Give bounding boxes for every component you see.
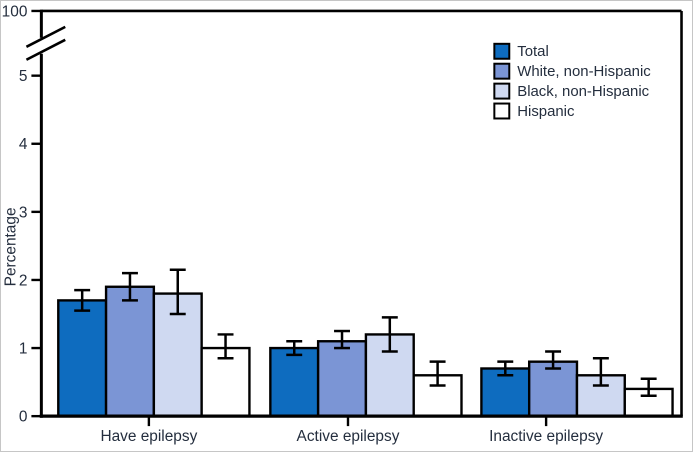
axis-break-slash-lower [25,38,66,61]
y-tick-label-5: 5 [19,68,28,85]
bar-hispanic-active-epilepsy [412,374,463,418]
y-tick-label-3: 3 [19,204,28,221]
bar-white-non-hispanic-have-epilepsy [104,285,156,418]
legend-label-white-non-hispanic: White, non-Hispanic [517,63,651,80]
legend-swatch-black-non-hispanic [493,82,511,100]
x-tick-label-inactive-epilepsy: Inactive epilepsy [489,428,603,445]
legend-label-black-non-hispanic: Black, non-Hispanic [517,83,649,100]
y-axis-title: Percentage [2,207,19,286]
x-tick-label-have-epilepsy: Have epilepsy [100,428,197,445]
legend-label-hispanic: Hispanic [517,103,575,120]
bar-total-active-epilepsy [269,346,320,418]
legend-swatch-total [493,42,511,60]
y-tick-label-2: 2 [19,272,28,289]
bar-white-non-hispanic-inactive-epilepsy [527,360,579,418]
bar-total-have-epilepsy [57,299,108,418]
legend-swatch-hispanic [493,102,511,120]
y-tick-label-0: 0 [19,409,28,426]
legend-swatch-white-non-hispanic [493,62,511,80]
y-tick-label-100: 100 [2,3,28,20]
bar-white-non-hispanic-active-epilepsy [316,340,368,418]
y-tick-label-4: 4 [19,136,28,153]
x-tick-label-active-epilepsy: Active epilepsy [297,428,400,445]
y-tick-label-1: 1 [19,341,28,358]
legend-label-total: Total [517,43,549,60]
axis-break-slash-upper [25,25,66,48]
